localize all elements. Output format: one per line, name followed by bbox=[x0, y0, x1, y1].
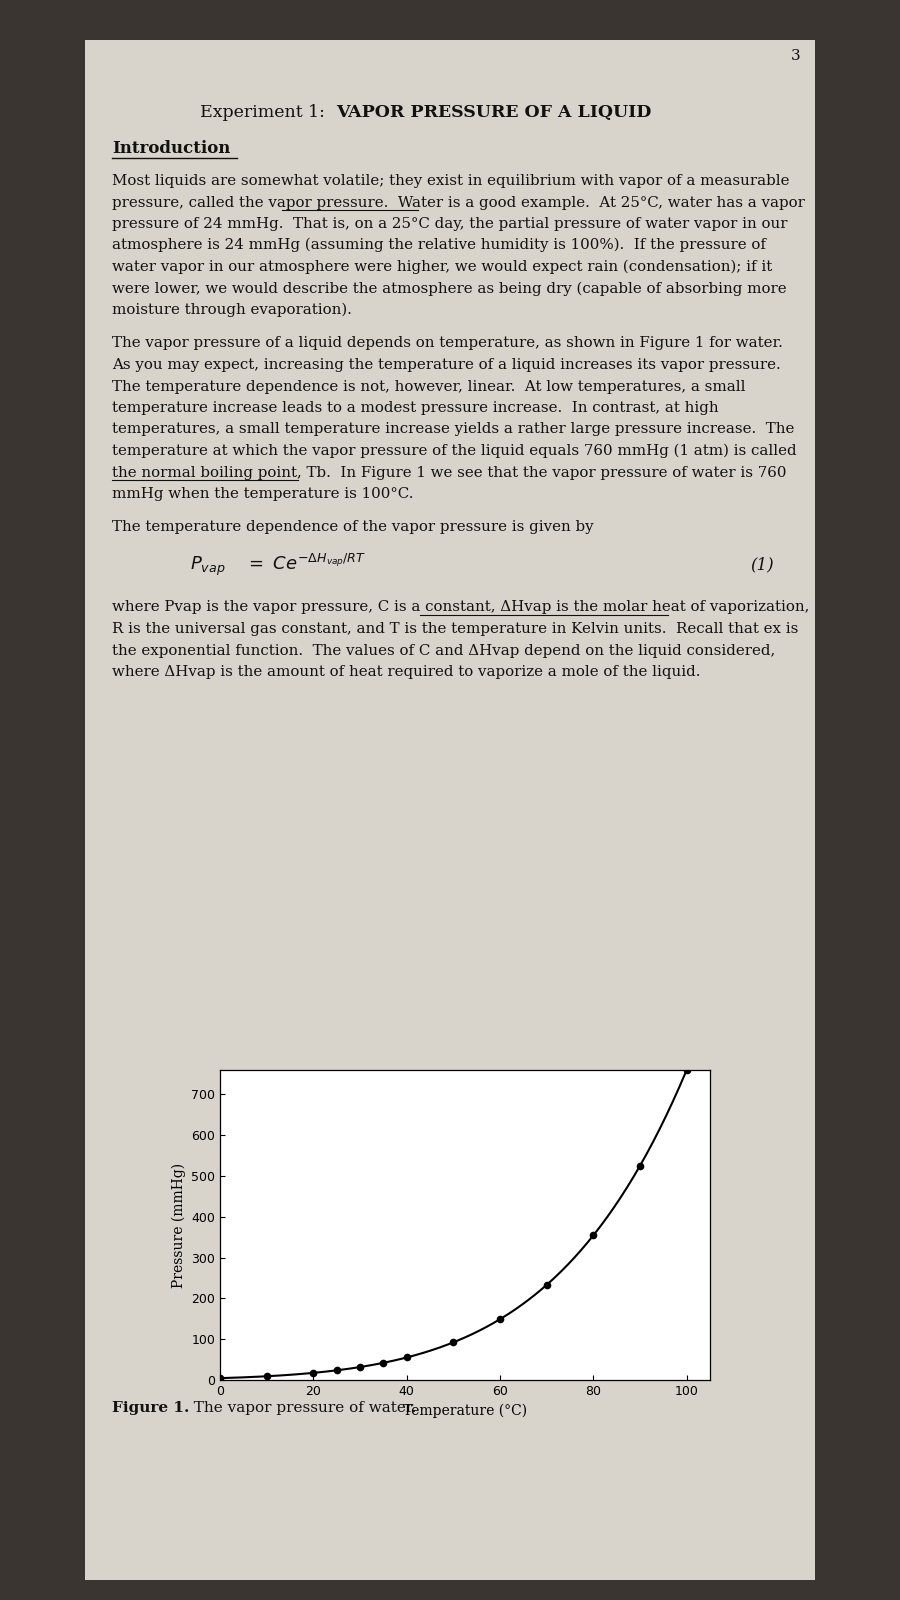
Text: the normal boiling point, Tb.  In Figure 1 we see that the vapor pressure of wat: the normal boiling point, Tb. In Figure … bbox=[112, 466, 787, 480]
Text: Most liquids are somewhat volatile; they exist in equilibrium with vapor of a me: Most liquids are somewhat volatile; they… bbox=[112, 174, 789, 187]
Text: pressure, called the vapor pressure.  Water is a good example.  At 25°C, water h: pressure, called the vapor pressure. Wat… bbox=[112, 195, 805, 210]
Text: water vapor in our atmosphere were higher, we would expect rain (condensation); : water vapor in our atmosphere were highe… bbox=[112, 259, 772, 274]
Text: (1): (1) bbox=[750, 557, 774, 573]
Text: moisture through evaporation).: moisture through evaporation). bbox=[112, 302, 352, 317]
Text: $= \ C e^{-\Delta H_{\mathit{vap}}/RT}$: $= \ C e^{-\Delta H_{\mathit{vap}}/RT}$ bbox=[245, 554, 366, 573]
Text: $P_{\mathit{vap}}$: $P_{\mathit{vap}}$ bbox=[190, 554, 226, 578]
Text: temperature at which the vapor pressure of the liquid equals 760 mmHg (1 atm) is: temperature at which the vapor pressure … bbox=[112, 443, 796, 458]
Text: The vapor pressure of water.: The vapor pressure of water. bbox=[184, 1402, 417, 1414]
Text: the exponential function.  The values of C and ΔHvap depend on the liquid consid: the exponential function. The values of … bbox=[112, 643, 775, 658]
Text: The temperature dependence is not, however, linear.  At low temperatures, a smal: The temperature dependence is not, howev… bbox=[112, 379, 745, 394]
Text: where ΔHvap is the amount of heat required to vaporize a mole of the liquid.: where ΔHvap is the amount of heat requir… bbox=[112, 666, 700, 678]
Text: temperatures, a small temperature increase yields a rather large pressure increa: temperatures, a small temperature increa… bbox=[112, 422, 795, 437]
Text: The vapor pressure of a liquid depends on temperature, as shown in Figure 1 for : The vapor pressure of a liquid depends o… bbox=[112, 336, 783, 350]
Text: R is the universal gas constant, and T is the temperature in Kelvin units.  Reca: R is the universal gas constant, and T i… bbox=[112, 622, 798, 635]
Text: were lower, we would describe the atmosphere as being dry (capable of absorbing : were lower, we would describe the atmosp… bbox=[112, 282, 787, 296]
Text: atmosphere is 24 mmHg (assuming the relative humidity is 100%).  If the pressure: atmosphere is 24 mmHg (assuming the rela… bbox=[112, 238, 766, 253]
Y-axis label: Pressure (mmHg): Pressure (mmHg) bbox=[171, 1163, 185, 1288]
Text: mmHg when the temperature is 100°C.: mmHg when the temperature is 100°C. bbox=[112, 486, 413, 501]
Text: pressure of 24 mmHg.  That is, on a 25°C day, the partial pressure of water vapo: pressure of 24 mmHg. That is, on a 25°C … bbox=[112, 218, 788, 230]
Text: where Pvap is the vapor pressure, C is a constant, ΔHvap is the molar heat of va: where Pvap is the vapor pressure, C is a… bbox=[112, 600, 809, 614]
Text: Introduction: Introduction bbox=[112, 141, 230, 157]
X-axis label: Temperature (°C): Temperature (°C) bbox=[403, 1403, 527, 1418]
Text: Experiment 1:: Experiment 1: bbox=[200, 104, 336, 122]
Text: As you may expect, increasing the temperature of a liquid increases its vapor pr: As you may expect, increasing the temper… bbox=[112, 358, 781, 371]
Text: The temperature dependence of the vapor pressure is given by: The temperature dependence of the vapor … bbox=[112, 520, 594, 534]
Text: Figure 1.: Figure 1. bbox=[112, 1402, 189, 1414]
Text: temperature increase leads to a modest pressure increase.  In contrast, at high: temperature increase leads to a modest p… bbox=[112, 402, 718, 414]
Text: 3: 3 bbox=[790, 50, 800, 62]
Text: VAPOR PRESSURE OF A LIQUID: VAPOR PRESSURE OF A LIQUID bbox=[336, 104, 652, 122]
